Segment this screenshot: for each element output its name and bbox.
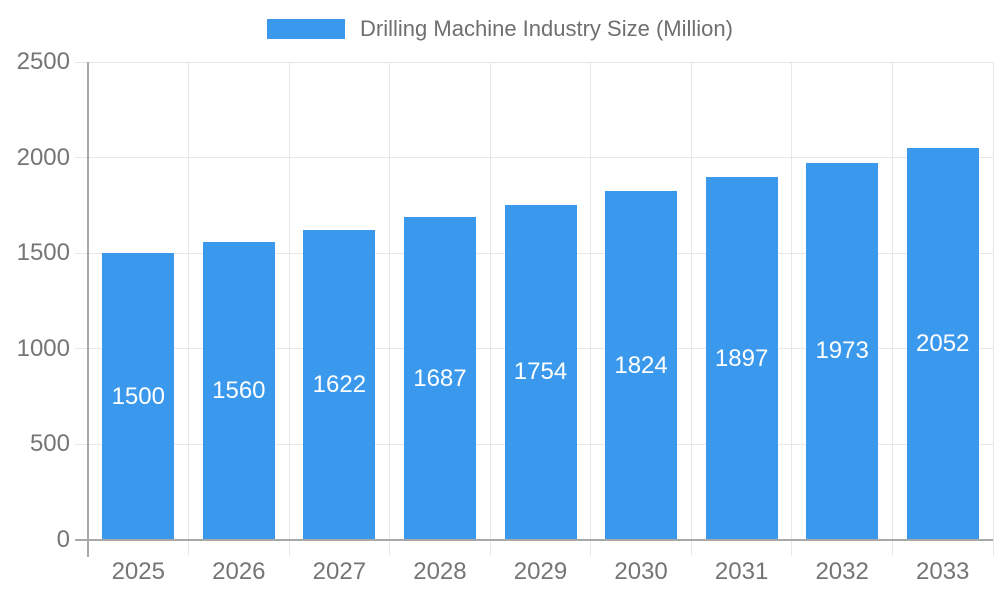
x-axis-tick-label: 2030 [614,558,668,585]
bar-value-label: 2052 [916,329,970,357]
x-gridline [791,62,793,556]
x-axis-line [75,539,993,541]
legend-label: Drilling Machine Industry Size (Million) [360,16,733,41]
x-axis-tick-label: 2033 [916,558,970,585]
x-gridline [891,62,893,556]
bar-value-label: 1500 [111,382,165,410]
bar-2027[interactable] [303,229,376,540]
bar-2033[interactable] [906,147,979,540]
x-gridline [992,62,994,556]
bar-2029[interactable] [504,204,577,540]
bar-value-label: 1897 [714,344,769,372]
bar-value-label: 1754 [513,358,568,386]
y-axis-tick-label: 1500 [16,239,70,267]
legend[interactable]: Drilling Machine Industry Size (Million) [0,16,1000,42]
x-gridline [690,62,692,556]
bar-2031[interactable] [705,177,778,540]
x-gridline [489,62,491,556]
bar-2032[interactable] [806,162,879,540]
bar-value-label: 1687 [413,364,467,392]
bar-2025[interactable] [102,253,175,540]
x-axis-tick-label: 2028 [413,558,467,585]
x-axis-tick-label: 2027 [312,558,367,585]
x-gridline [288,62,290,556]
x-axis-tick-label: 2029 [513,558,568,585]
y-gridline [75,157,993,159]
bar-value-label: 1622 [312,370,367,398]
x-axis-tick-label: 2032 [815,558,869,585]
y-axis-line [87,62,89,557]
y-axis-tick-label: 1000 [16,334,70,362]
y-gridline [75,61,993,63]
bar-2026[interactable] [202,241,275,540]
bar-2030[interactable] [605,191,678,540]
x-axis-tick-label: 2025 [111,558,165,585]
y-axis-tick-label: 500 [29,430,70,458]
bar-value-label: 1824 [614,351,668,379]
x-axis-tick-label: 2026 [212,558,266,585]
x-axis-tick-label: 2031 [714,558,769,585]
bar-2028[interactable] [403,217,476,540]
y-axis-tick-label: 2500 [16,48,70,75]
legend-swatch-icon [267,19,346,39]
y-axis-tick-label: 2000 [16,143,70,171]
x-gridline [590,62,592,556]
x-gridline [389,62,391,556]
x-gridline [188,62,190,556]
y-axis-tick-label: 0 [56,526,70,553]
bar-value-label: 1973 [815,337,869,365]
bar-value-label: 1560 [212,376,266,404]
